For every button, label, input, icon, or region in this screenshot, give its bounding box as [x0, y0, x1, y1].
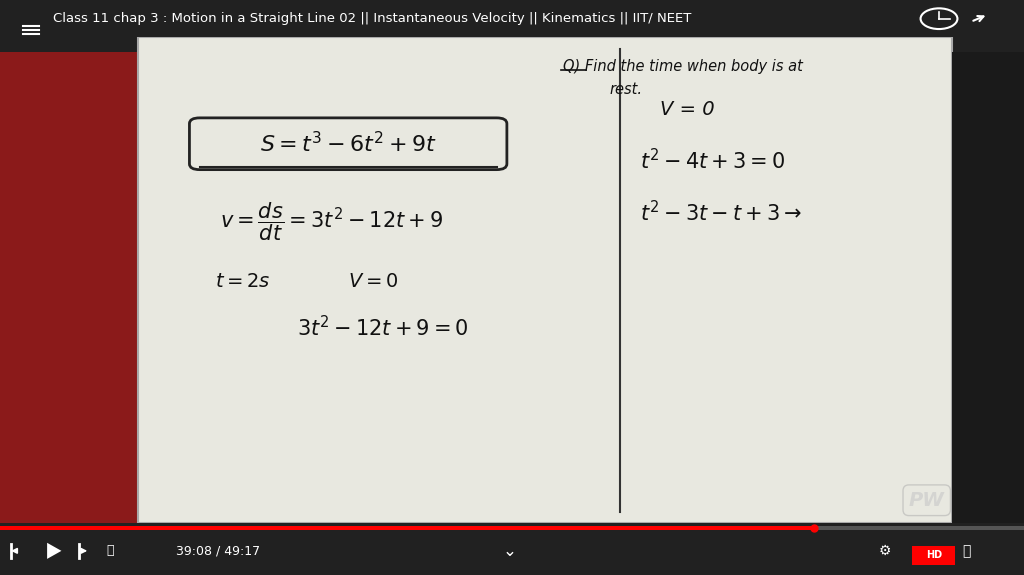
- Text: $t^2 - 4t + 3 = 0$: $t^2 - 4t + 3 = 0$: [640, 148, 785, 174]
- Text: rest.: rest.: [609, 82, 642, 97]
- Text: ⛶: ⛶: [963, 544, 971, 558]
- Text: Class 11 chap 3 : Motion in a Straight Line 02 || Instantaneous Velocity || Kine: Class 11 chap 3 : Motion in a Straight L…: [53, 12, 691, 25]
- Polygon shape: [47, 543, 61, 559]
- FancyBboxPatch shape: [0, 526, 814, 530]
- Text: HD: HD: [926, 550, 942, 560]
- Text: ⌄: ⌄: [503, 542, 517, 560]
- Text: V = 0: V = 0: [660, 99, 715, 119]
- Text: $S = t^3 - 6t^2 + 9t$: $S = t^3 - 6t^2 + 9t$: [260, 131, 436, 156]
- Text: Q) Find the time when body is at: Q) Find the time when body is at: [563, 59, 803, 74]
- Text: ⚙: ⚙: [879, 544, 891, 558]
- FancyBboxPatch shape: [0, 526, 1024, 530]
- FancyBboxPatch shape: [0, 523, 1024, 575]
- Text: $t^2 - 3t - t + 3 \rightarrow$: $t^2 - 3t - t + 3 \rightarrow$: [640, 200, 802, 225]
- Text: $3t^2 - 12t + 9 = 0$: $3t^2 - 12t + 9 = 0$: [297, 315, 469, 340]
- Text: PW: PW: [909, 490, 944, 510]
- FancyBboxPatch shape: [0, 0, 1024, 37]
- FancyBboxPatch shape: [952, 52, 1024, 538]
- FancyBboxPatch shape: [912, 546, 955, 565]
- Text: $V = 0$: $V = 0$: [348, 272, 398, 292]
- Text: $v = \dfrac{ds}{dt} = 3t^2 - 12t + 9$: $v = \dfrac{ds}{dt} = 3t^2 - 12t + 9$: [220, 200, 443, 243]
- FancyBboxPatch shape: [138, 37, 952, 523]
- FancyBboxPatch shape: [0, 52, 138, 538]
- Text: $t = 2s$: $t = 2s$: [215, 272, 270, 292]
- Text: 🔊: 🔊: [106, 545, 115, 557]
- Text: 39:08 / 49:17: 39:08 / 49:17: [176, 545, 260, 557]
- FancyBboxPatch shape: [189, 118, 507, 170]
